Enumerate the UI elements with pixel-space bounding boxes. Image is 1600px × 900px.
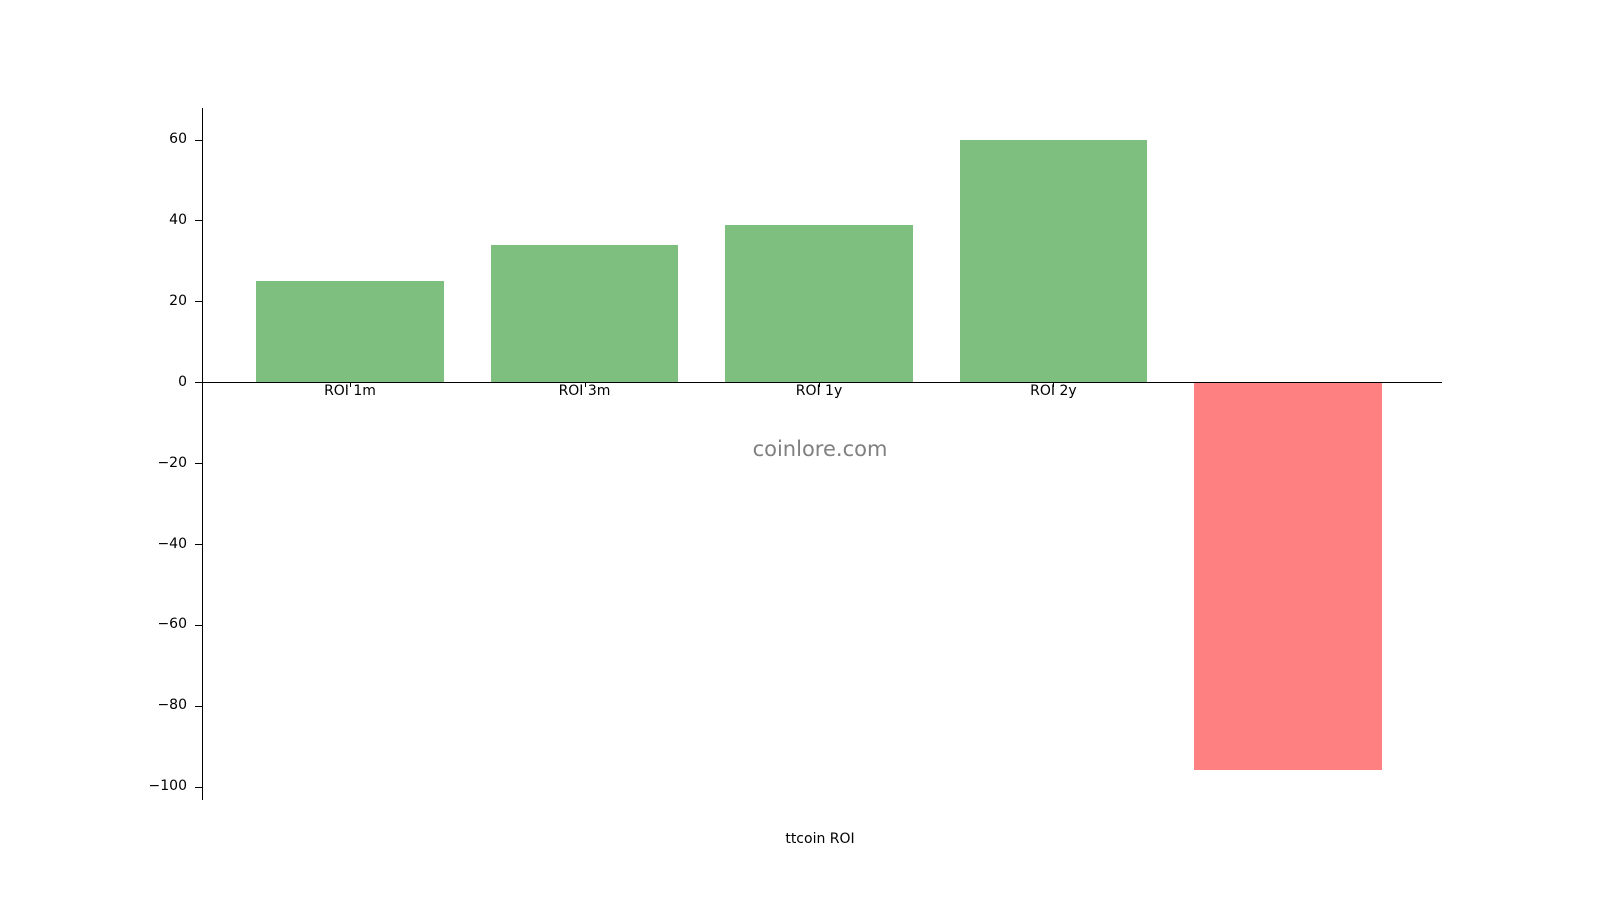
bar-roi-2y xyxy=(959,139,1148,383)
watermark-text: coinlore.com xyxy=(752,437,888,461)
bar-roi-3m xyxy=(490,244,679,383)
y-tick-label: −40 xyxy=(157,535,187,552)
x-axis-title: ttcoin ROI xyxy=(785,831,855,847)
x-tick-label: ROI 1y xyxy=(795,383,843,400)
y-tick-label: 0 xyxy=(178,373,187,390)
x-tick-label: ROI 1m xyxy=(324,383,376,400)
y-tick xyxy=(195,301,202,303)
y-tick-label: 60 xyxy=(169,131,187,147)
y-tick xyxy=(195,382,202,384)
y-tick xyxy=(195,139,202,141)
x-axis-line xyxy=(202,382,1442,383)
x-tick xyxy=(584,382,586,388)
bar-unlabeled-negative xyxy=(1194,382,1382,771)
y-tick-label: −100 xyxy=(148,778,187,795)
x-tick xyxy=(819,382,820,388)
y-tick xyxy=(195,544,202,545)
y-tick xyxy=(195,463,202,465)
y-tick xyxy=(195,786,202,788)
bar-roi-1y xyxy=(725,224,913,383)
y-tick-label: −80 xyxy=(157,697,187,714)
y-tick xyxy=(195,220,202,222)
y-tick-label: −60 xyxy=(157,616,187,633)
y-tick xyxy=(195,624,202,626)
x-tick-label: ROI 2y xyxy=(1030,383,1077,400)
y-tick-label: 20 xyxy=(169,292,187,309)
y-tick-label: −20 xyxy=(157,454,187,471)
x-tick xyxy=(1053,382,1055,388)
x-tick-label: ROI 3m xyxy=(558,383,611,400)
bar-roi-1m xyxy=(256,281,444,383)
y-tick xyxy=(195,705,202,707)
y-axis-line xyxy=(202,108,203,800)
y-tick-label: 40 xyxy=(169,211,187,228)
x-tick xyxy=(350,382,351,388)
